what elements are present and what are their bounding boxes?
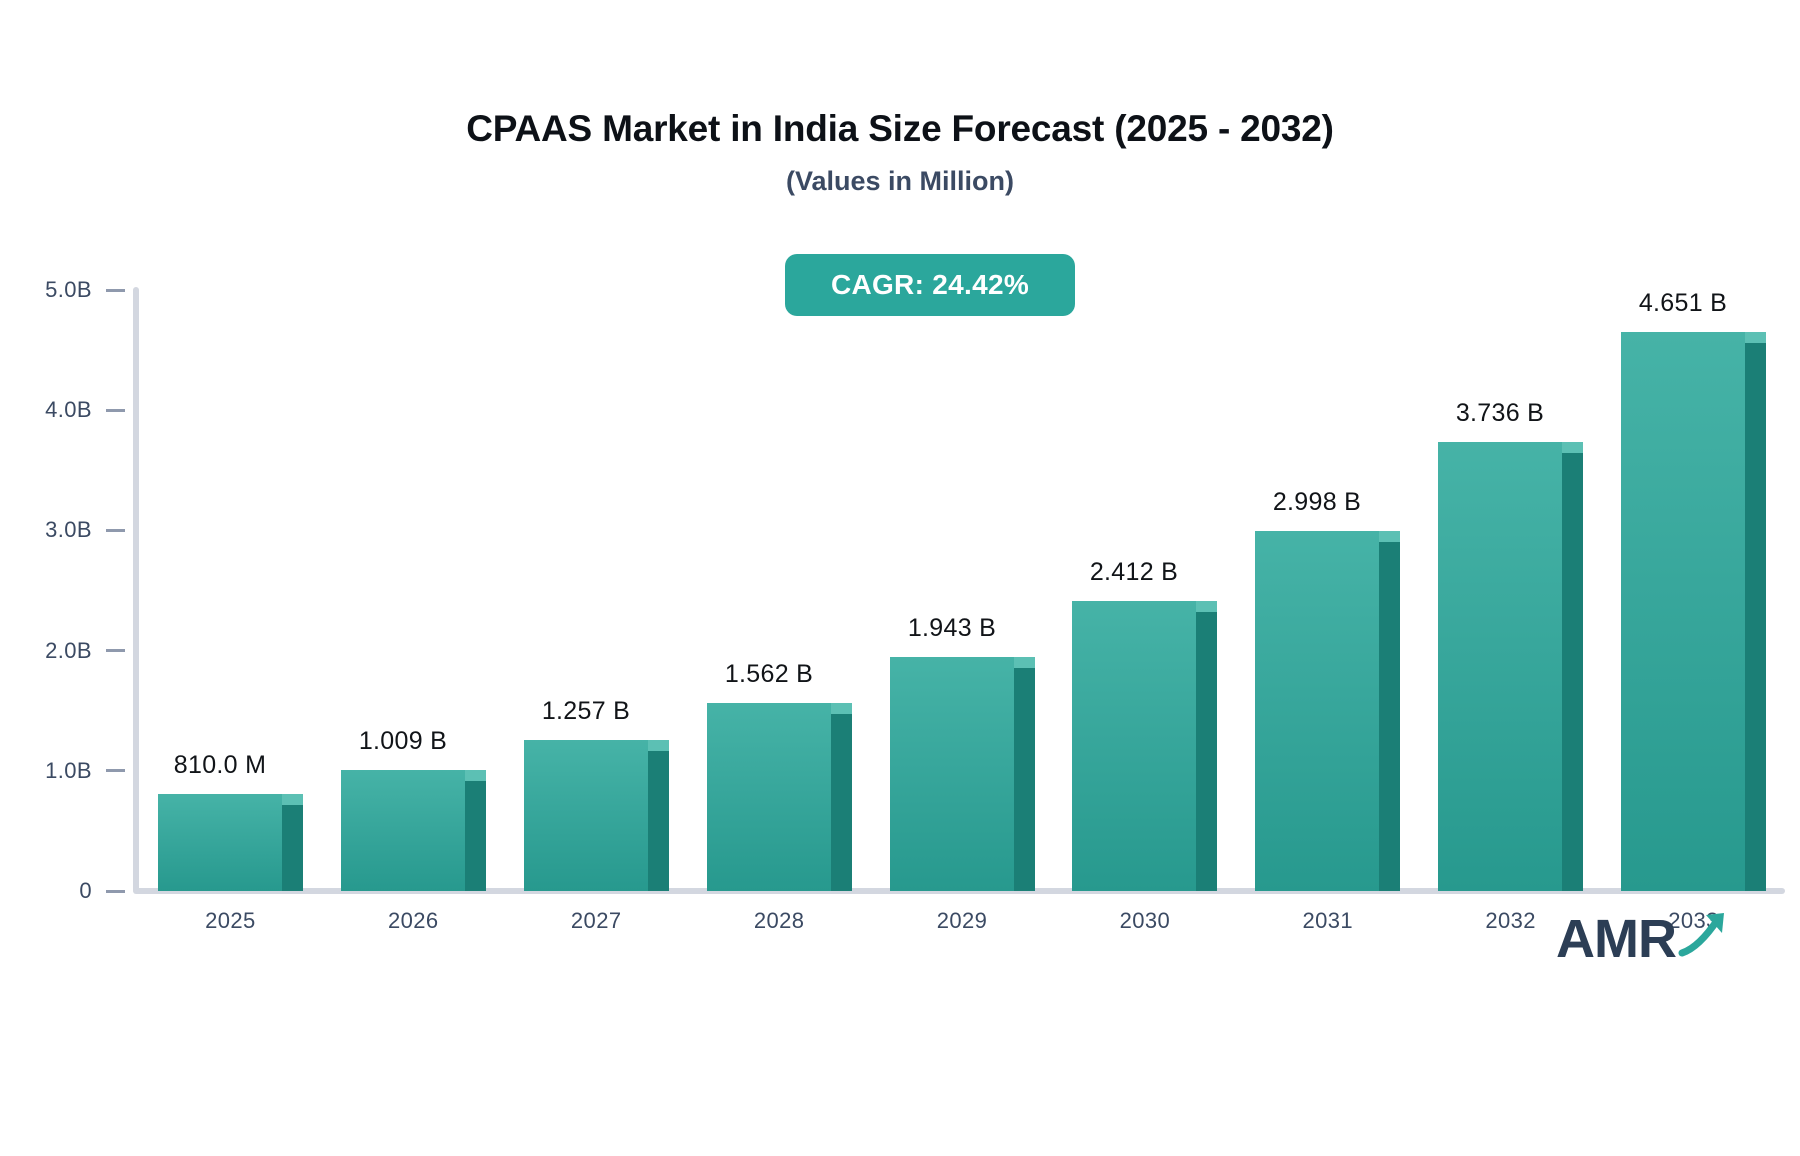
bar-front-face xyxy=(1255,530,1379,891)
chart-header: CPAAS Market in India Size Forecast (202… xyxy=(0,108,1800,197)
bar-side-face xyxy=(648,750,669,891)
bar-front-face xyxy=(707,703,831,891)
bar-top-face xyxy=(1014,657,1035,669)
bar-column: 4.651 B xyxy=(1621,289,1766,891)
bar-side-face xyxy=(1014,668,1035,891)
bar-top-face xyxy=(1196,601,1217,613)
y-axis-tick-mark xyxy=(106,528,125,532)
bar-value-label: 3.736 B xyxy=(1455,398,1545,427)
bar-side-face xyxy=(831,714,852,891)
x-axis-tick-label: 2026 xyxy=(388,908,439,933)
y-axis-tick: 1.0B xyxy=(0,757,133,783)
bar-top-face xyxy=(1745,331,1766,343)
y-axis-tick: 5.0B xyxy=(0,277,133,302)
y-axis-tick-label: 3.0B xyxy=(45,517,92,543)
x-axis-tick-label: 2029 xyxy=(936,908,988,933)
y-axis-tick-label: 4.0B xyxy=(45,397,92,423)
y-axis-tick: 4.0B xyxy=(0,397,133,423)
bar-value-label: 4.651 B xyxy=(1638,288,1728,317)
bar-side-face xyxy=(1562,452,1583,891)
y-axis-tick-mark xyxy=(106,889,125,893)
bar-front-face xyxy=(890,657,1014,891)
bar-value-label: 1.009 B xyxy=(358,726,448,755)
bar-value-label: 1.562 B xyxy=(724,660,814,689)
x-axis-tick-label: 2031 xyxy=(1302,908,1354,933)
bar-front-face xyxy=(1072,601,1196,891)
bar-side-face xyxy=(1196,612,1217,891)
bar-column: 1.562 B xyxy=(707,660,852,891)
bar-column: 1.009 B xyxy=(341,727,486,891)
y-axis-tick: 0 xyxy=(0,878,133,903)
y-axis-tick: 3.0B xyxy=(0,517,133,543)
x-axis-tick-label: 2032 xyxy=(1485,908,1536,933)
amr-logo-text: AMR xyxy=(1556,909,1677,969)
bar-column: 2.412 B xyxy=(1072,558,1217,891)
y-axis-tick-label: 1.0B xyxy=(45,757,92,783)
cagr-badge: CAGR: 24.42% xyxy=(785,254,1075,316)
bar-side-face xyxy=(1379,541,1400,891)
bar-side-face xyxy=(282,804,303,891)
x-axis-tick-label: 2028 xyxy=(753,908,805,933)
amr-logo: AMR xyxy=(1556,909,1730,966)
y-axis-tick: 2.0B xyxy=(0,637,133,663)
y-axis-tick-label: 5.0B xyxy=(45,277,92,302)
bar-top-face xyxy=(648,739,669,751)
x-axis-tick-label: 2030 xyxy=(1119,908,1171,933)
bar-column: 1.257 B xyxy=(524,697,669,891)
bar-front-face xyxy=(341,769,465,891)
bar-front-face xyxy=(158,793,282,891)
x-axis-line xyxy=(133,888,1785,894)
bar-value-label: 2.412 B xyxy=(1089,558,1179,587)
bar-top-face xyxy=(1379,530,1400,542)
chart-subtitle: (Values in Million) xyxy=(785,166,1015,196)
bar-value-label: 810.0 M xyxy=(173,750,267,779)
x-axis-tick-label: 2027 xyxy=(570,908,622,933)
bar-value-label: 1.943 B xyxy=(907,614,997,643)
y-axis-tick-label: 2.0B xyxy=(45,637,92,663)
bar-front-face xyxy=(524,739,648,891)
y-axis-line xyxy=(133,287,139,893)
y-axis-tick-mark xyxy=(106,649,125,653)
cagr-badge-label: CAGR: 24.42% xyxy=(830,269,1030,300)
bar-front-face xyxy=(1438,441,1562,891)
bar-top-face xyxy=(282,793,303,805)
bar-side-face xyxy=(465,780,486,891)
bar-top-face xyxy=(465,769,486,781)
y-axis-tick-mark xyxy=(106,408,125,412)
growth-arrow-icon xyxy=(1678,909,1730,962)
y-axis-tick-mark xyxy=(106,769,125,773)
bar-value-label: 2.998 B xyxy=(1272,487,1362,516)
x-axis-tick-label: 2025 xyxy=(205,908,256,933)
y-axis-tick-mark xyxy=(106,288,125,292)
bar-front-face xyxy=(1621,331,1745,891)
bar-column: 2.998 B xyxy=(1255,488,1400,891)
bar-column: 3.736 B xyxy=(1438,399,1583,891)
bar-column: 1.943 B xyxy=(890,614,1035,891)
bar-column: 810.0 M xyxy=(158,751,303,891)
bar-top-face xyxy=(831,703,852,715)
page-title: CPAAS Market in India Size Forecast (202… xyxy=(466,108,1334,149)
bar-side-face xyxy=(1745,342,1766,891)
y-axis-tick-label: 0 xyxy=(79,878,92,903)
bar-top-face xyxy=(1562,441,1583,453)
bar-value-label: 1.257 B xyxy=(541,696,631,725)
